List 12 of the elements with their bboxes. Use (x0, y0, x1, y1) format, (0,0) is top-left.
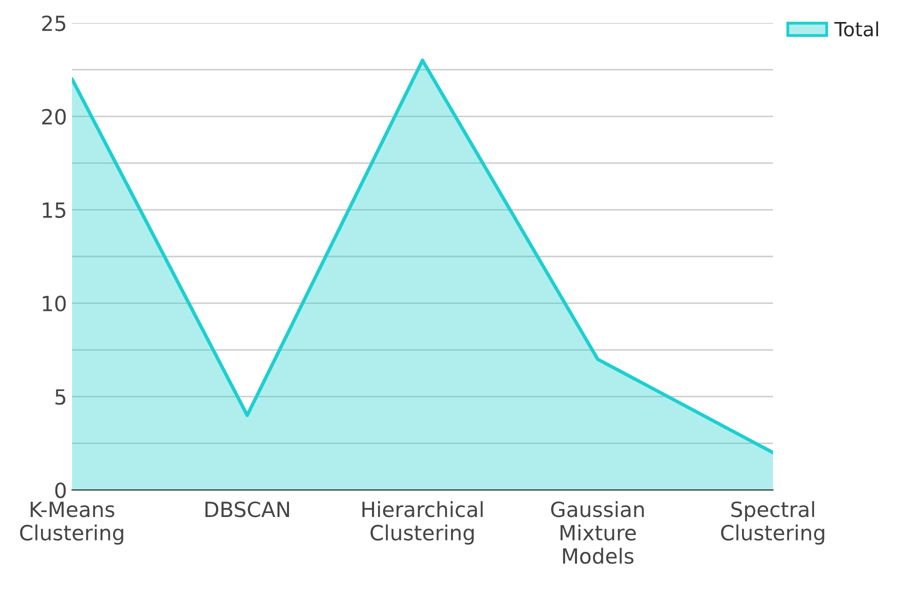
x-tick-label: Spectral Clustering (721, 501, 824, 545)
x-tick-label: Gaussian Mixture Models (551, 501, 644, 564)
y-tick-label: 5 (55, 389, 66, 405)
y-tick-label: 10 (42, 296, 66, 312)
y-tick-label: 0 (55, 482, 66, 498)
legend-label: Total (834, 21, 878, 36)
x-tick-label: Hierarchical Clustering (362, 501, 483, 545)
y-tick-label: 20 (42, 108, 66, 125)
x-tick-label: K-Means Clustering (20, 502, 124, 545)
y-tick-label: 25 (42, 15, 66, 32)
y-tick-label: 15 (42, 202, 66, 218)
x-tick-label: DBSCAN (206, 501, 289, 518)
